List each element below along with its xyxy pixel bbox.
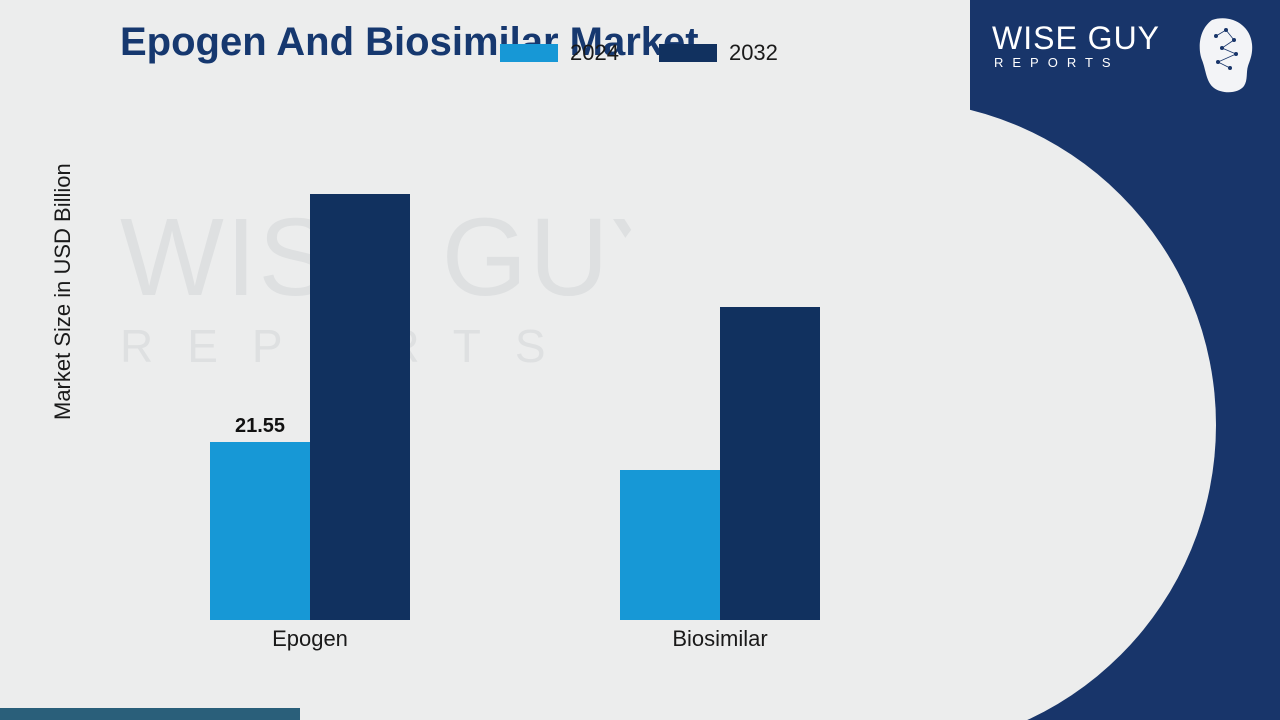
chart-area: Market Size in USD Billion EpogenBiosimi… [60,130,940,680]
chart-legend: 2024 2032 [500,40,778,66]
right-brand-panel: WISE GUY REPORTS [970,0,1280,720]
bottom-accent-bar [0,708,300,720]
page-root: WISE GUY REPORTS WISE GUY REPORTS Epogen… [0,0,1280,720]
bar-group-biosimilar: Biosimilar [620,190,820,620]
bar-biosimilar-2032 [720,307,820,620]
legend-label-2024: 2024 [570,40,619,66]
brand-logo: WISE GUY REPORTS [992,20,1252,70]
bar-group-epogen: Epogen [210,190,410,620]
legend-swatch-2032 [659,44,717,62]
value-label: 21.55 [210,415,310,438]
bar-biosimilar-2024 [620,470,720,621]
legend-item-2032: 2032 [659,40,778,66]
legend-swatch-2024 [500,44,558,62]
x-category-epogen: Epogen [210,620,410,652]
y-axis-label: Market Size in USD Billion [50,163,76,420]
x-category-biosimilar: Biosimilar [620,620,820,652]
plot-area: Epogen Biosimilar 21.55 [120,190,920,620]
bar-epogen-2024 [210,442,310,620]
bar-epogen-2032 [310,194,410,620]
legend-item-2024: 2024 [500,40,619,66]
legend-label-2032: 2032 [729,40,778,66]
head-silhouette-icon [1192,16,1258,94]
